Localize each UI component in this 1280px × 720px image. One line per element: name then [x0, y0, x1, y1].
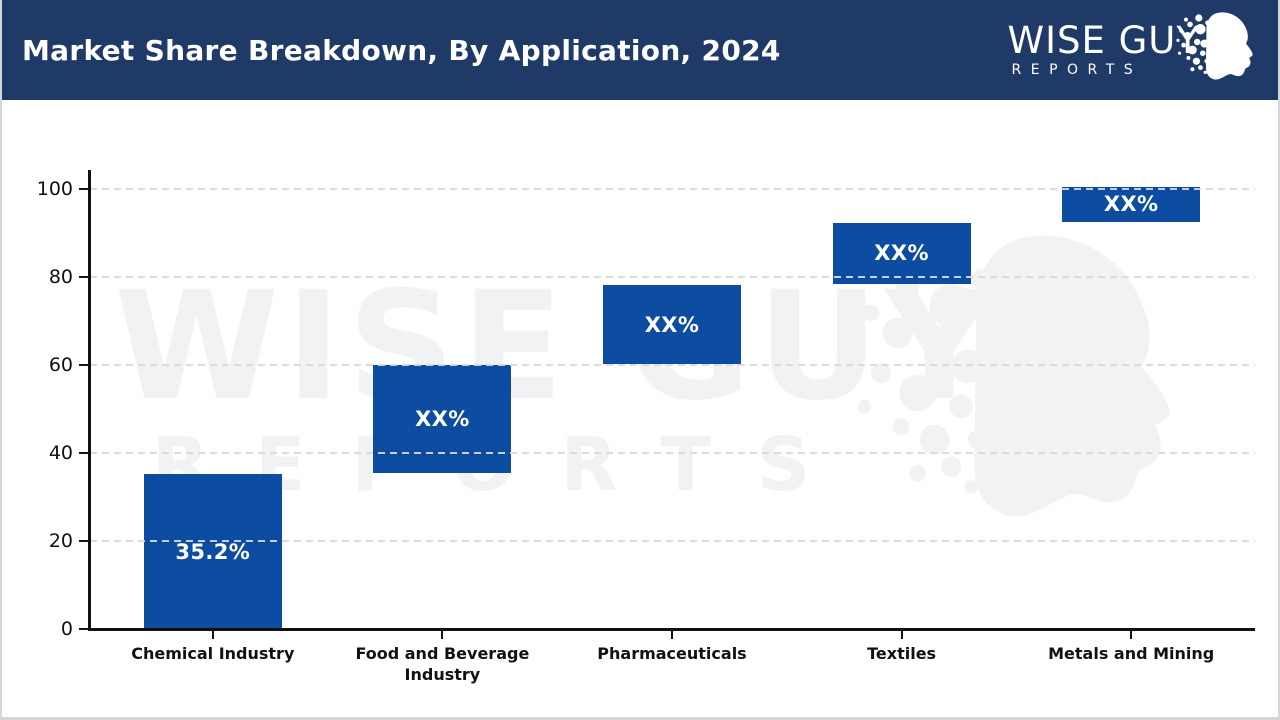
x-axis-label: Textiles [867, 644, 937, 663]
gridline [90, 540, 1255, 542]
x-axis-line [88, 628, 1255, 631]
y-tick-label: 60 [48, 354, 73, 376]
x-tick-mark [441, 630, 444, 639]
x-axis-label: Pharmaceuticals [597, 644, 747, 663]
bar-value-label: XX% [415, 406, 470, 431]
bar-value-label: 35.2% [175, 539, 251, 564]
bar-value-label: XX% [644, 312, 700, 337]
y-tick-label: 40 [48, 442, 73, 464]
y-tick-mark [79, 364, 88, 366]
x-tick-mark [671, 630, 673, 639]
y-tick-mark [79, 188, 88, 190]
bar-value-label: XX% [874, 241, 929, 266]
logo-name: WISE GUY [1007, 18, 1200, 62]
y-tick-mark [79, 276, 88, 278]
x-tick-mark [900, 630, 903, 639]
bar-value-label: XX% [1103, 192, 1159, 217]
x-axis-label: Food and Beverage Industry [355, 644, 530, 684]
y-tick-label: 0 [60, 618, 73, 640]
y-tick-mark [79, 540, 88, 542]
y-tick-mark [79, 628, 88, 630]
header-bar: Market Share Breakdown, By Application, … [2, 0, 1278, 100]
bar-segment: XX% [832, 222, 971, 285]
x-tick-mark [211, 630, 214, 639]
page-title: Market Share Breakdown, By Application, … [22, 33, 781, 67]
gridline [90, 188, 1255, 190]
y-tick-label: 100 [36, 178, 73, 200]
x-axis-label: Chemical Industry [131, 644, 295, 663]
bar-segment: 35.2% [143, 474, 282, 629]
x-tick-mark [1130, 630, 1133, 639]
gridline [90, 364, 1255, 366]
y-tick-label: 80 [48, 266, 73, 288]
y-axis-line [88, 170, 91, 631]
logo-text: WISE GUY REPORTS [1007, 18, 1200, 79]
x-axis-label: Metals and Mining [1048, 644, 1215, 663]
y-tick-mark [79, 452, 88, 454]
y-tick-label: 20 [48, 530, 73, 552]
gridline [90, 452, 1255, 454]
wiseguy-logo: WISE GUY REPORTS [1008, 9, 1258, 91]
bar-segment: XX% [603, 284, 741, 365]
gridline [90, 276, 1255, 278]
head-profile-icon [1176, 12, 1253, 80]
bar-segment: XX% [373, 365, 512, 473]
watermark-text: WISE GUY [114, 260, 1000, 434]
logo-subtitle: REPORTS [1011, 62, 1143, 79]
bar-segment: XX% [1062, 186, 1201, 222]
